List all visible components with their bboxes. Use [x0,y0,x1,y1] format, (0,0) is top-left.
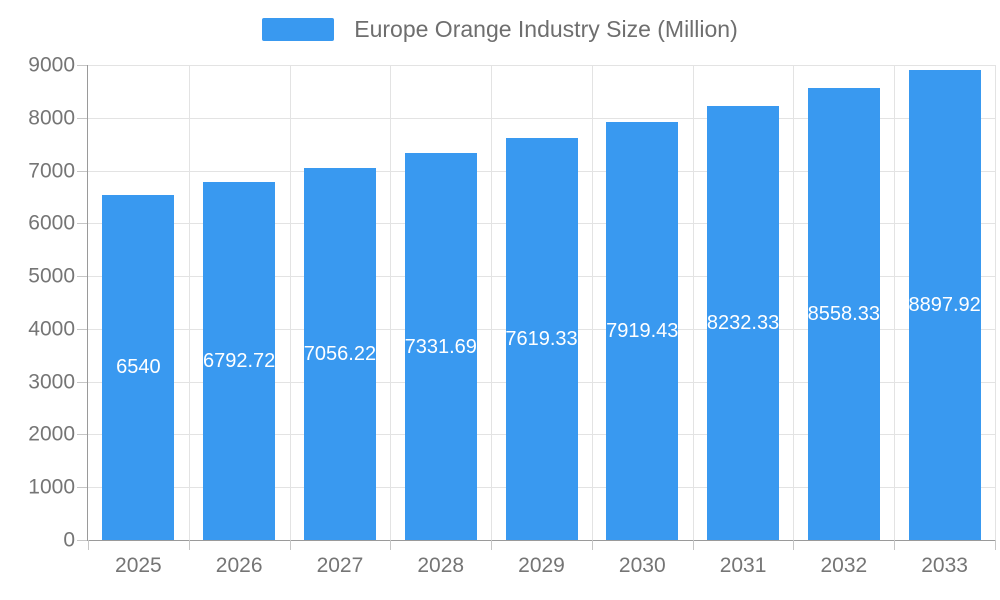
y-axis-tick [77,276,87,278]
y-axis-label: 4000 [28,317,75,341]
bar-value-label: 6540 [116,356,161,379]
y-axis-label: 1000 [28,475,75,499]
y-axis-tick [77,434,87,436]
x-axis-tick [390,540,392,550]
y-axis-label: 5000 [28,264,75,288]
x-axis-tick [591,540,593,550]
x-axis-tick [188,540,190,550]
gridline-vertical [894,65,896,540]
gridline-horizontal [88,117,995,119]
bar-value-label: 8232.33 [707,311,780,334]
y-axis-tick [77,381,87,383]
x-axis-label: 2032 [820,554,868,577]
legend: Europe Orange Industry Size (Million) [0,18,1000,41]
gridline-vertical [591,65,593,540]
x-axis-tick [692,540,694,550]
bar-value-label: 8897.92 [908,294,981,317]
bar[interactable]: 8558.33 [807,88,880,540]
y-axis-line [87,65,88,540]
x-axis-label: 2026 [215,554,263,577]
y-axis-label: 9000 [28,53,75,77]
x-axis-label: 2029 [518,554,565,577]
x-axis-tick [793,540,795,550]
x-axis-tick [995,540,996,550]
gridline-vertical [289,65,291,540]
bar[interactable]: 8897.92 [908,70,981,540]
y-axis-tick [77,487,87,489]
y-axis-label: 8000 [28,106,75,130]
bar-value-label: 7919.43 [606,320,679,343]
gridline-vertical [491,65,493,540]
bar[interactable]: 8232.33 [707,105,780,540]
y-axis-label: 3000 [28,370,75,394]
bar[interactable]: 6540 [102,194,175,540]
bar[interactable]: 7919.43 [606,122,679,540]
x-axis-tick [88,540,89,550]
x-axis-label: 2031 [719,554,767,577]
bar-value-label: 7619.33 [505,327,578,350]
x-axis-tick [894,540,896,550]
y-axis-tick [77,65,87,66]
legend-label[interactable]: Europe Orange Industry Size (Million) [354,16,738,42]
x-axis-label: 2028 [417,554,465,577]
bar-value-label: 7331.69 [404,335,477,358]
gridline-vertical [793,65,795,540]
y-axis-tick [77,540,87,541]
x-axis-label: 2033 [921,554,968,577]
bar[interactable]: 7056.22 [303,167,376,540]
y-axis-tick [77,328,87,330]
bar-value-label: 7056.22 [303,342,376,365]
y-axis-label: 0 [63,528,75,552]
y-axis-label: 2000 [28,422,75,446]
gridline-vertical [995,65,996,540]
bar[interactable]: 6792.72 [203,181,276,540]
x-axis-label: 2030 [618,554,666,577]
gridline-vertical [188,65,190,540]
y-axis-label: 6000 [28,211,75,235]
bar-value-label: 8558.33 [807,303,880,326]
gridline-vertical [692,65,694,540]
x-axis-line [87,540,996,541]
x-axis-tick [289,540,291,550]
gridline-horizontal [88,65,995,66]
y-axis-tick [77,223,87,225]
y-axis-label: 7000 [28,159,75,183]
x-axis-label: 2027 [316,554,364,577]
legend-swatch[interactable] [262,18,335,41]
bar[interactable]: 7619.33 [505,137,578,540]
bar-value-label: 6792.72 [203,349,276,372]
x-axis-label: 2025 [115,554,162,577]
y-axis-tick [77,117,87,119]
gridline-vertical [390,65,392,540]
plot-area: 0 1000 2000 3000 4000 5000 6000 7000 8000 9000 202… [28,55,996,576]
y-axis-tick [77,170,87,172]
x-axis-tick [491,540,493,550]
bar[interactable]: 7331.69 [404,153,477,540]
